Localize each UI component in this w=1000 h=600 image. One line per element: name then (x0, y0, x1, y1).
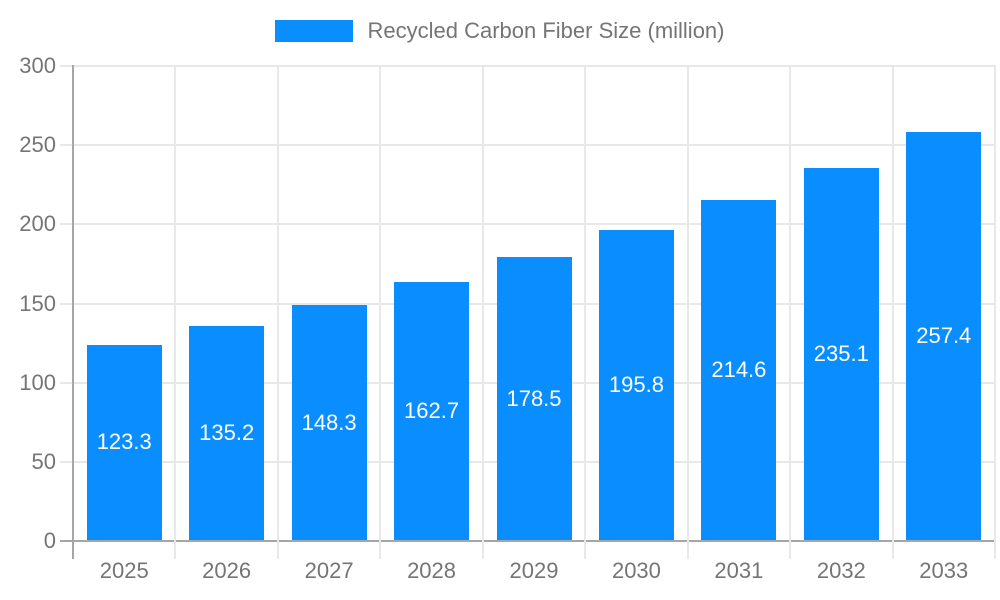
x-axis-line (60, 540, 995, 542)
gridline-v (789, 65, 792, 559)
bar-value-label: 162.7 (404, 398, 460, 424)
legend: Recycled Carbon Fiber Size (million) (0, 18, 1000, 44)
y-tick-label: 50 (31, 448, 56, 474)
gridline-v (379, 65, 382, 559)
bar-value-label: 123.3 (96, 429, 152, 455)
bar-value-label: 178.5 (506, 385, 562, 411)
x-tick-label: 2033 (919, 558, 969, 583)
gridline-v (686, 65, 689, 559)
x-tick-label: 2026 (202, 558, 252, 583)
y-tick-label: 150 (19, 290, 56, 316)
y-tick-label: 250 (19, 132, 56, 158)
x-tick-label: 2030 (611, 558, 661, 583)
gridline-v (276, 65, 279, 559)
bar[interactable]: 178.5 (496, 257, 572, 540)
bar[interactable]: 148.3 (291, 305, 367, 540)
x-tick-label: 2025 (99, 558, 149, 583)
bar-value-label: 148.3 (301, 409, 357, 435)
legend-item[interactable]: Recycled Carbon Fiber Size (million) (275, 18, 725, 44)
gridline-v (891, 65, 894, 559)
x-tick-label: 2032 (816, 558, 866, 583)
y-tick-label: 200 (19, 211, 56, 237)
bar-value-label: 214.6 (711, 357, 767, 383)
bar-value-label: 195.8 (608, 371, 664, 397)
y-tick-label: 300 (19, 53, 56, 78)
bar[interactable]: 214.6 (701, 200, 777, 540)
bar[interactable]: 135.2 (189, 325, 265, 540)
legend-label: Recycled Carbon Fiber Size (million) (367, 18, 725, 43)
gridline-h (60, 65, 995, 67)
gridline-h (60, 144, 995, 147)
gridline-v (994, 65, 996, 559)
y-tick-label: 100 (19, 369, 56, 395)
bar[interactable]: 235.1 (803, 167, 879, 540)
bar-value-label: 257.4 (916, 323, 972, 349)
gridline-v (584, 65, 587, 559)
bar-value-label: 135.2 (199, 419, 255, 445)
gridline-v (481, 65, 484, 559)
x-tick-label: 2027 (304, 558, 354, 583)
bar[interactable]: 123.3 (86, 344, 162, 540)
x-tick-label: 2029 (509, 558, 559, 583)
bar[interactable]: 195.8 (598, 229, 674, 540)
bar[interactable]: 257.4 (906, 132, 982, 540)
y-axis-line (72, 65, 74, 559)
x-tick-label: 2028 (407, 558, 457, 583)
legend-swatch-icon (275, 20, 354, 42)
bar[interactable]: 162.7 (394, 282, 470, 540)
gridline-v (174, 65, 177, 559)
bar-value-label: 235.1 (813, 340, 869, 366)
x-tick-label: 2031 (714, 558, 764, 583)
gridline-h (60, 223, 995, 226)
y-tick-label: 0 (43, 528, 56, 553)
